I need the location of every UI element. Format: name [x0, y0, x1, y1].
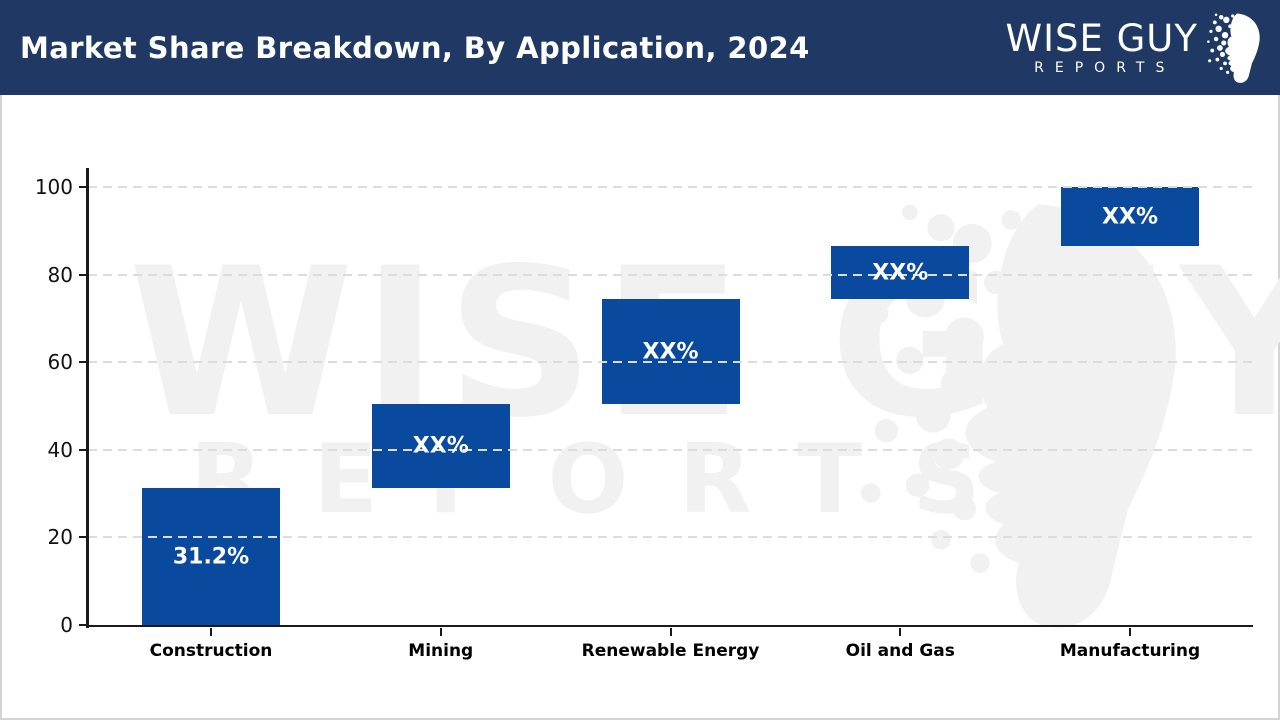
watermark: WISE GUY REPORTS — [0, 95, 1280, 720]
gridline-40 — [88, 448, 1253, 451]
ytick-label-80: 80 — [47, 262, 73, 287]
bar-manufacturing — [1061, 187, 1199, 247]
header: Market Share Breakdown, By Application, … — [0, 0, 1280, 95]
xtick-mark-oil-and-gas — [899, 627, 902, 636]
gridline-80 — [88, 273, 1253, 276]
xlabel-mining: Mining — [408, 641, 474, 661]
y-axis-spine — [86, 168, 89, 628]
bar-label-renewable-energy: XX% — [642, 339, 699, 365]
ytick-label-0: 0 — [60, 613, 73, 637]
x-axis-spine — [86, 624, 1253, 627]
gridline-60 — [88, 361, 1253, 364]
gridline-20 — [88, 536, 1253, 539]
xtick-mark-renewable-energy — [669, 627, 672, 636]
ytick-mark-80 — [79, 273, 87, 276]
xlabel-manufacturing: Manufacturing — [1059, 641, 1201, 661]
bar-renewable-energy — [601, 299, 740, 405]
ytick-mark-20 — [79, 536, 87, 539]
ytick-mark-0 — [79, 624, 87, 626]
xtick-mark-construction — [210, 627, 212, 636]
ytick-mark-100 — [79, 186, 87, 188]
bar-label-oil-and-gas: XX% — [872, 260, 929, 286]
xlabel-oil-and-gas: Oil and Gas — [845, 641, 955, 661]
ytick-label-100: 100 — [34, 175, 73, 199]
ytick-label-60: 60 — [47, 350, 73, 375]
xtick-mark-mining — [439, 627, 442, 636]
wiseguy-logo: WISE GUY REPORTS — [1006, 8, 1266, 88]
bar-mining — [371, 404, 510, 489]
watermark-line2: REPORTS — [190, 425, 1031, 535]
ytick-label-40: 40 — [47, 437, 73, 462]
bar-label-manufacturing: XX% — [1102, 204, 1158, 230]
ytick-label-20: 20 — [47, 525, 73, 550]
ytick-mark-40 — [79, 448, 87, 451]
axes-layer: 0 20 40 60 80 100 — [0, 95, 1280, 720]
xtick-mark-manufacturing — [1129, 627, 1131, 636]
bar-label-construction: 31.2% — [172, 544, 250, 570]
chart-area: WISE GUY REPORTS 31.2% XX% XX% XX% XX% Constr… — [0, 95, 1280, 720]
page-title: Market Share Breakdown, By Application, … — [20, 30, 810, 65]
bar-oil-and-gas — [831, 246, 970, 300]
logo-subtitle: REPORTS — [1034, 60, 1176, 76]
ytick-mark-60 — [79, 361, 87, 364]
xlabel-renewable-energy: Renewable Energy — [581, 641, 760, 661]
bars-layer — [0, 95, 1280, 720]
bar-construction — [142, 488, 280, 625]
xlabel-construction: Construction — [149, 641, 273, 661]
labels-layer: 31.2% XX% XX% XX% XX% Construction Mining Renew… — [0, 95, 1280, 720]
logo-wordmark: WISE GUY REPORTS — [1006, 20, 1198, 75]
logo-name: WISE GUY — [1005, 17, 1198, 60]
bar-label-mining: XX% — [412, 433, 469, 459]
gridline-100 — [88, 186, 1253, 188]
grid-layer — [0, 95, 1280, 720]
wiseguy-face-icon — [1207, 12, 1260, 83]
